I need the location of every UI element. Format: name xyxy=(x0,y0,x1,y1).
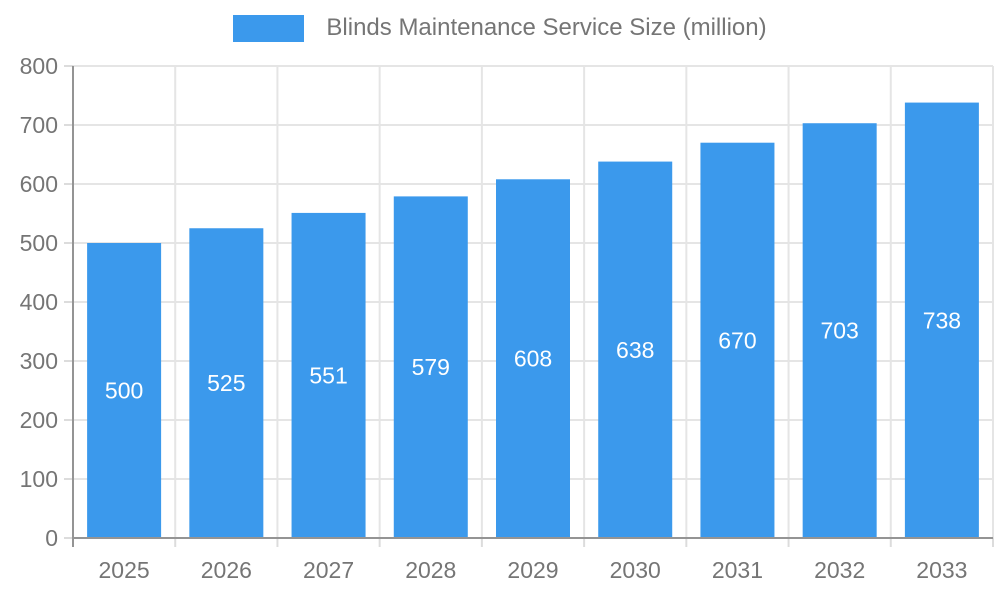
y-tick-label: 100 xyxy=(20,466,58,492)
x-tick-label: 2031 xyxy=(712,557,763,583)
bar-value-label: 608 xyxy=(514,346,552,372)
bar-2028[interactable] xyxy=(393,196,468,538)
bar-value-label: 670 xyxy=(718,327,756,353)
y-tick-label: 500 xyxy=(20,230,58,256)
x-tick-label: 2030 xyxy=(610,557,661,583)
bar-2026[interactable] xyxy=(189,228,264,538)
bar-value-label: 500 xyxy=(105,378,143,404)
bar-value-label: 638 xyxy=(616,337,654,363)
legend-swatch xyxy=(233,14,305,42)
x-tick-label: 2032 xyxy=(814,557,865,583)
bar-2033[interactable] xyxy=(904,102,979,538)
y-tick-label: 0 xyxy=(45,525,58,551)
x-tick-label: 2028 xyxy=(405,557,456,583)
y-tick-label: 200 xyxy=(20,407,58,433)
x-tick-label: 2033 xyxy=(916,557,967,583)
legend-item[interactable]: Blinds Maintenance Service Size (million… xyxy=(0,14,1000,42)
bar-2029[interactable] xyxy=(496,179,570,538)
x-tick-label: 2026 xyxy=(201,557,252,583)
y-tick-label: 300 xyxy=(20,348,58,374)
y-tick-label: 800 xyxy=(20,53,58,79)
bar-value-label: 738 xyxy=(923,307,961,333)
bar-2032[interactable] xyxy=(802,123,877,538)
y-tick-label: 400 xyxy=(20,289,58,315)
y-tick-label: 700 xyxy=(20,112,58,138)
bar-2027[interactable] xyxy=(291,212,366,538)
bar-value-label: 579 xyxy=(412,354,450,380)
bar-value-label: 525 xyxy=(207,370,245,396)
bar-2031[interactable] xyxy=(700,142,775,538)
x-tick-label: 2027 xyxy=(303,557,354,583)
legend-label: Blinds Maintenance Service Size (million… xyxy=(326,14,767,41)
x-tick-label: 2029 xyxy=(507,557,558,583)
y-tick-label: 600 xyxy=(20,171,58,197)
bar-2025[interactable] xyxy=(87,243,162,538)
bar-value-label: 703 xyxy=(820,318,858,344)
bar-value-label: 551 xyxy=(309,362,347,388)
bar-2030[interactable] xyxy=(598,161,673,538)
x-tick-label: 2025 xyxy=(99,557,150,583)
